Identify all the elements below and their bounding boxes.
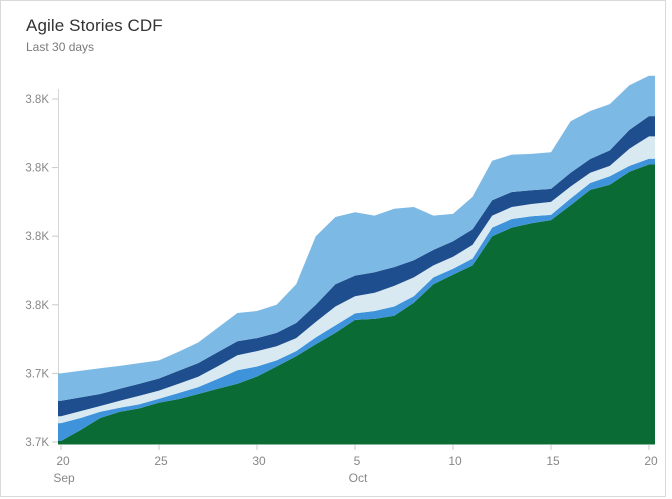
y-axis-label: 3.8K [25,163,49,175]
x-axis-label: 20 [56,454,70,468]
x-axis-label: 15 [546,454,560,468]
x-axis-label: 30 [252,454,266,468]
x-axis-label: 5 [354,454,361,468]
x-axis-month-label: Oct [349,471,368,485]
x-axis-label: 10 [448,454,462,468]
y-axis-label: 3.7K [25,437,49,449]
y-axis-label: 3.8K [25,300,49,312]
area-band-medium-blue[interactable] [58,158,655,441]
area-band-light-blue[interactable] [58,75,655,401]
chart-subtitle: Last 30 days [26,40,95,54]
chart-title: Agile Stories CDF [26,16,163,35]
chart-header: Agile Stories CDF Last 30 days [26,16,163,54]
y-axis-label: 3.7K [25,368,49,380]
x-axis-label: 25 [154,454,168,468]
y-axis-label: 3.8K [25,94,49,106]
x-axis-label: 20 [644,454,658,468]
y-axis-label: 3.8K [25,231,49,243]
x-axis-month-label: Sep [53,471,75,485]
area-band-dark-green[interactable] [58,164,655,445]
